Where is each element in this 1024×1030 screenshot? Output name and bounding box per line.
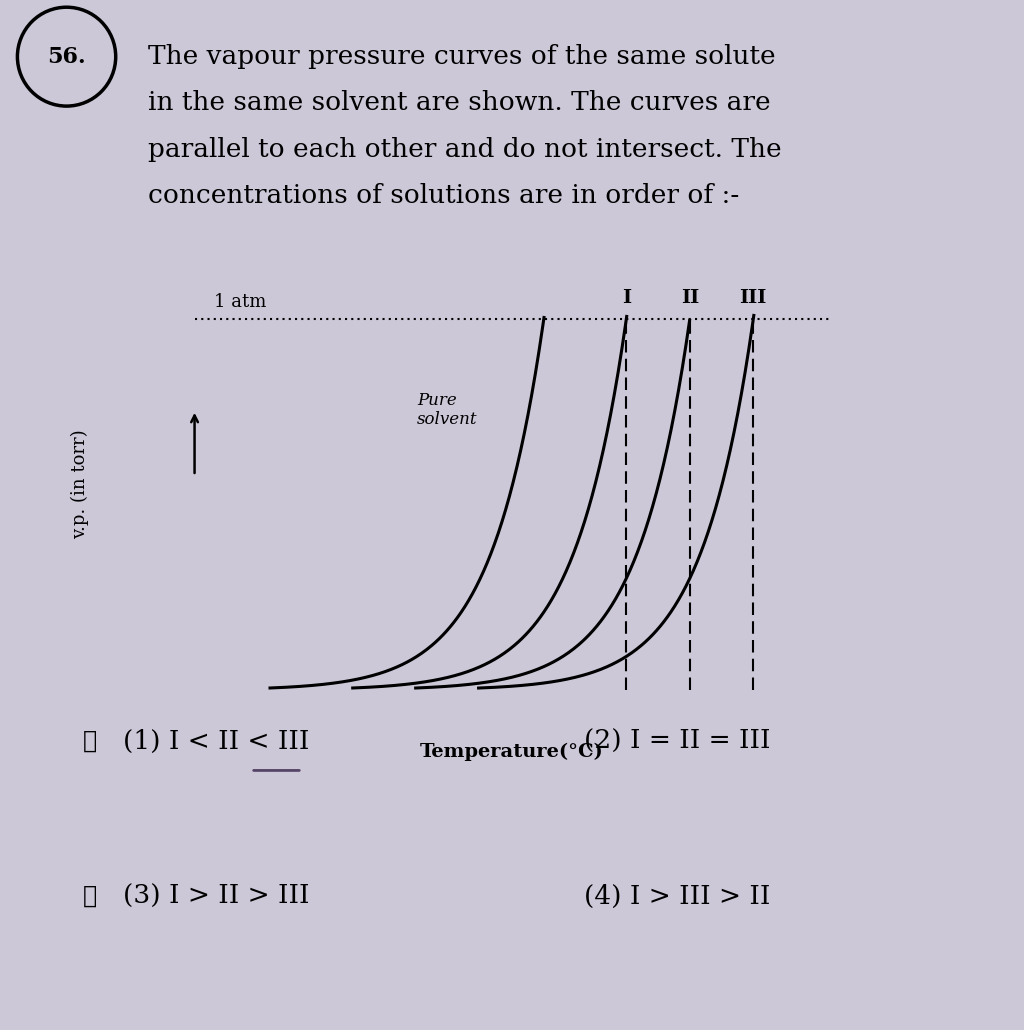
Text: III: III <box>739 289 767 307</box>
Text: 56.: 56. <box>47 45 86 68</box>
Text: The vapour pressure curves of the same solute: The vapour pressure curves of the same s… <box>148 44 776 69</box>
Text: ✓: ✓ <box>83 885 97 907</box>
Text: (3) I > II > III: (3) I > II > III <box>123 884 309 908</box>
Text: I: I <box>622 289 631 307</box>
Text: (4) I > III > II: (4) I > III > II <box>584 884 770 908</box>
Text: ✓: ✓ <box>83 730 97 753</box>
Text: (2) I = II = III: (2) I = II = III <box>584 729 770 754</box>
Text: v.p. (in torr): v.p. (in torr) <box>71 430 89 539</box>
Text: parallel to each other and do not intersect. The: parallel to each other and do not inters… <box>148 137 782 162</box>
Text: (1) I < II < III: (1) I < II < III <box>123 729 309 754</box>
Text: Pure
solvent: Pure solvent <box>417 391 477 428</box>
Text: Temperature(°C): Temperature(°C) <box>420 743 604 761</box>
Text: concentrations of solutions are in order of :-: concentrations of solutions are in order… <box>148 183 739 208</box>
Text: II: II <box>681 289 699 307</box>
Text: 1 atm: 1 atm <box>214 294 266 311</box>
Text: in the same solvent are shown. The curves are: in the same solvent are shown. The curve… <box>148 91 771 115</box>
